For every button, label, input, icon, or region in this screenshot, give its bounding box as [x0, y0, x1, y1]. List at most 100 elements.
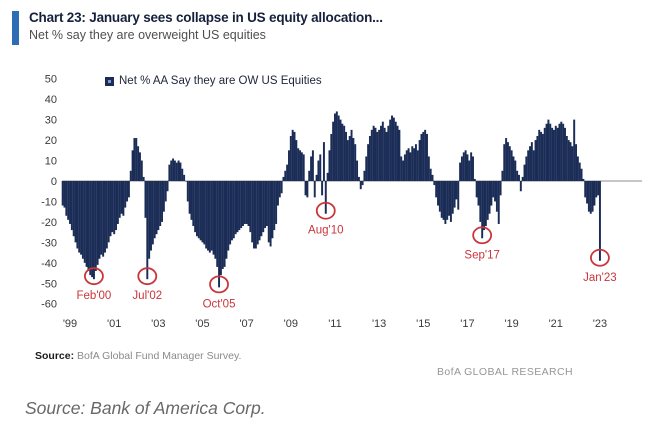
bar [278, 181, 281, 198]
bar [492, 181, 495, 198]
bar [144, 181, 147, 218]
bar [322, 142, 325, 181]
bar [219, 181, 222, 276]
bar [433, 181, 436, 186]
bar [282, 176, 285, 181]
bar [151, 181, 154, 245]
bar [85, 181, 88, 267]
bar [394, 121, 397, 181]
bar [420, 133, 423, 181]
bar [161, 181, 163, 222]
bar [444, 181, 447, 224]
bar [181, 168, 184, 181]
bar [341, 123, 344, 181]
bar [197, 181, 200, 239]
bar [245, 181, 248, 224]
bar [567, 140, 570, 181]
bar [302, 154, 305, 181]
bar [426, 133, 428, 181]
bar [80, 181, 83, 255]
y-axis-label: -60 [41, 299, 57, 311]
annotation-circle [137, 267, 158, 286]
bar [300, 152, 303, 181]
bar [565, 136, 568, 181]
bar [403, 154, 406, 181]
bar [308, 170, 311, 181]
bar [501, 170, 504, 181]
x-axis-label: '03 [151, 318, 165, 330]
bar [288, 150, 290, 181]
y-axis-label: -50 [41, 278, 57, 290]
bar [442, 181, 445, 220]
bar [510, 150, 513, 181]
bar [582, 178, 585, 181]
bar [473, 178, 476, 181]
bar [551, 127, 554, 181]
bar [363, 170, 366, 181]
bar [455, 181, 458, 200]
bar [142, 176, 145, 181]
bar [227, 181, 230, 251]
bar [446, 181, 449, 220]
bar [92, 181, 95, 280]
bar [413, 148, 416, 181]
bar [76, 181, 79, 249]
bar [569, 142, 572, 181]
bar [547, 119, 550, 181]
bar [414, 144, 417, 181]
bar [405, 150, 408, 181]
bar [96, 181, 99, 265]
bar [407, 148, 410, 181]
bar [464, 150, 467, 181]
chart-title: Chart 23: January sees collapse in US eq… [29, 10, 383, 25]
x-axis-label: '15 [416, 318, 430, 330]
bar [199, 181, 202, 241]
bar [595, 181, 598, 198]
annotation-label: Jan'23 [583, 272, 617, 284]
annotation-label: Jul'02 [132, 290, 162, 302]
bar [378, 129, 381, 181]
x-axis-label: '09 [284, 318, 298, 330]
bar [61, 181, 64, 206]
annotation-circle [209, 275, 229, 294]
bar [512, 156, 515, 181]
bar [284, 170, 287, 181]
bar [578, 162, 581, 181]
bar [519, 181, 522, 192]
y-axis-label: 20 [45, 135, 57, 147]
bar [549, 123, 552, 181]
bar [153, 181, 156, 239]
y-axis-label: -20 [41, 217, 57, 229]
bar [94, 181, 97, 271]
annotation-circle [84, 267, 104, 286]
bar [389, 119, 392, 181]
bar [385, 131, 388, 181]
bar [466, 154, 469, 181]
bar [516, 170, 519, 181]
bar [150, 181, 152, 251]
bar [164, 181, 167, 202]
bar [249, 181, 252, 233]
bar [530, 142, 533, 181]
bar [256, 181, 259, 245]
bar [332, 121, 335, 181]
bar [72, 181, 75, 237]
bar [488, 181, 491, 214]
bar [83, 181, 86, 263]
bar [232, 181, 235, 239]
bar [258, 181, 261, 241]
bar [330, 133, 333, 181]
bar [321, 181, 324, 196]
y-axis-label: 40 [45, 94, 57, 106]
bar [411, 146, 414, 181]
bar [418, 140, 421, 181]
bar [532, 150, 535, 181]
bar [503, 144, 506, 181]
bar [326, 172, 329, 181]
bar [70, 181, 73, 231]
bar [131, 150, 134, 181]
bar [518, 174, 520, 181]
bar [89, 181, 92, 276]
bar [580, 168, 583, 181]
